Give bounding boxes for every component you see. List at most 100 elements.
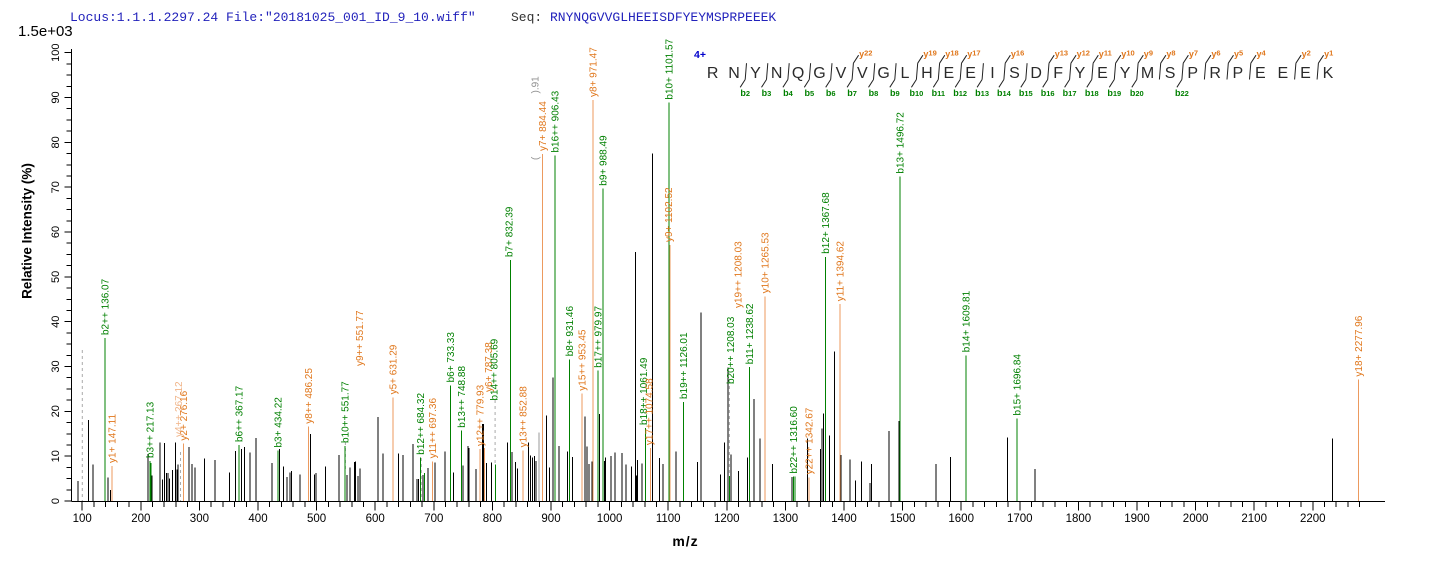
svg-text:b2: b2	[740, 88, 750, 98]
svg-text:b9: b9	[890, 88, 900, 98]
svg-text:y8: y8	[1166, 49, 1175, 60]
svg-text:1900: 1900	[1124, 513, 1150, 525]
svg-text:RNYNQGVVGLHEEISDFYEYMSPRPEEEK: RNYNQGVVGLHEEISDFYEYMSPRPEEEK	[550, 10, 776, 25]
svg-text:100: 100	[73, 513, 92, 525]
svg-text:y17: y17	[967, 49, 980, 60]
svg-text:200: 200	[131, 513, 150, 525]
svg-text:b6: b6	[826, 88, 836, 98]
svg-text:b13++ 748.88: b13++ 748.88	[457, 366, 468, 428]
svg-text:1100: 1100	[656, 513, 681, 525]
svg-text:b18++ 1061.49: b18++ 1061.49	[639, 357, 650, 425]
svg-text:b6++ 367.17: b6++ 367.17	[235, 385, 246, 442]
svg-text:b20: b20	[1130, 88, 1144, 98]
svg-text:y18: y18	[945, 49, 958, 60]
svg-text:1500: 1500	[890, 513, 916, 525]
svg-text:y12++ 779.93: y12++ 779.93	[476, 384, 487, 446]
svg-text:b14: b14	[997, 88, 1012, 98]
svg-text:y17++ 1074.58: y17++ 1074.58	[645, 378, 656, 445]
svg-text:600: 600	[366, 513, 385, 525]
svg-text:60: 60	[50, 226, 62, 238]
svg-text:b15: b15	[1019, 88, 1033, 98]
svg-text:90: 90	[50, 91, 62, 103]
svg-text:y11+ 1394.62: y11+ 1394.62	[835, 241, 846, 302]
svg-text:80: 80	[50, 136, 62, 148]
svg-text:0: 0	[50, 498, 62, 504]
svg-text:y11: y11	[1099, 49, 1112, 60]
svg-text:b10: b10	[909, 88, 923, 98]
svg-text:y2: y2	[1302, 49, 1311, 60]
svg-text:b19: b19	[1107, 88, 1121, 98]
svg-text:40: 40	[50, 316, 62, 328]
svg-text:700: 700	[424, 513, 443, 525]
svg-text:b17: b17	[1063, 88, 1077, 98]
svg-text:b10+ 1101.57: b10+ 1101.57	[664, 38, 675, 99]
svg-text:800: 800	[483, 513, 502, 525]
svg-text:b11+ 1238.62: b11+ 1238.62	[745, 303, 756, 364]
svg-text:y16: y16	[1011, 49, 1024, 60]
svg-text:900: 900	[541, 513, 560, 525]
svg-text:y6: y6	[1211, 49, 1220, 60]
svg-text:y5: y5	[1234, 49, 1243, 60]
svg-text:b19++ 1126.01: b19++ 1126.01	[679, 332, 690, 399]
svg-text:).91: ).91	[530, 76, 541, 94]
svg-text:y9: y9	[1144, 49, 1153, 60]
svg-text:b16++ 906.43: b16++ 906.43	[550, 90, 561, 152]
svg-text:b16: b16	[1041, 88, 1055, 98]
svg-text:20: 20	[50, 405, 62, 417]
svg-text:1700: 1700	[1007, 513, 1033, 525]
svg-text:b3: b3	[762, 88, 772, 98]
svg-text:1800: 1800	[1066, 513, 1092, 525]
svg-text:500: 500	[307, 513, 326, 525]
svg-text:y10+ 1265.53: y10+ 1265.53	[761, 232, 772, 293]
svg-text:y8+ 971.47: y8+ 971.47	[588, 47, 599, 97]
svg-text:b14++ 805.69: b14++ 805.69	[490, 338, 501, 400]
svg-text:b17++ 979.97: b17++ 979.97	[593, 306, 604, 368]
svg-text:y9++ 551.77: y9++ 551.77	[355, 310, 366, 366]
svg-text:1600: 1600	[948, 513, 974, 525]
svg-text:Locus:1.1.1.2297.24 File:"2018: Locus:1.1.1.2297.24 File:"20181025_001_I…	[70, 10, 476, 25]
svg-text:y4: y4	[1257, 49, 1267, 60]
svg-text:b12: b12	[953, 88, 967, 98]
svg-text:b5: b5	[804, 88, 814, 98]
svg-text:m/z: m/z	[672, 533, 698, 549]
svg-text:30: 30	[50, 360, 62, 372]
svg-text:b22++ 1316.60: b22++ 1316.60	[789, 406, 800, 474]
svg-text:b11: b11	[932, 88, 945, 98]
svg-text:y7+ 884.44: y7+ 884.44	[538, 101, 549, 151]
svg-text:1200: 1200	[714, 513, 740, 525]
svg-text:y11++ 697.36: y11++ 697.36	[428, 398, 439, 459]
svg-text:b3++ 217.13: b3++ 217.13	[145, 401, 156, 458]
svg-text:y7: y7	[1189, 49, 1198, 60]
svg-text:1000: 1000	[597, 513, 623, 525]
svg-text:b8: b8	[869, 88, 879, 98]
svg-text:b7: b7	[847, 88, 857, 98]
svg-text:y18+ 2277.96: y18+ 2277.96	[1354, 315, 1365, 376]
svg-text:(: (	[530, 156, 541, 160]
svg-text:y2+ 276.16: y2+ 276.16	[179, 390, 190, 440]
svg-text:y5+ 631.29: y5+ 631.29	[388, 344, 399, 394]
svg-text:Relative Intensity (%): Relative Intensity (%)	[20, 163, 35, 299]
svg-text:y19: y19	[923, 49, 936, 60]
svg-text:b22: b22	[1175, 88, 1189, 98]
svg-text:b18: b18	[1085, 88, 1099, 98]
svg-text:100: 100	[50, 44, 62, 62]
svg-text:1400: 1400	[831, 513, 857, 525]
svg-text:b15+ 1696.84: b15+ 1696.84	[1012, 354, 1023, 416]
svg-text:y10: y10	[1121, 49, 1134, 60]
svg-text:y19++ 1208.03: y19++ 1208.03	[733, 241, 744, 308]
svg-text:2200: 2200	[1300, 513, 1326, 525]
svg-text:b6+ 733.33: b6+ 733.33	[446, 332, 457, 383]
svg-text:2000: 2000	[1183, 513, 1209, 525]
svg-text:y6+ 787.38: y6+ 787.38	[484, 342, 495, 392]
svg-text:RNYNQGVVGLHEEISDFYEYMSPRPEEEK: RNYNQGVVGLHEEISDFYEYMSPRPEEEK	[707, 65, 1334, 82]
svg-text:y22++ 1342.67: y22++ 1342.67	[805, 407, 816, 474]
svg-text:1300: 1300	[773, 513, 799, 525]
svg-text:Seq:: Seq:	[511, 10, 542, 25]
svg-text:b9+ 988.49: b9+ 988.49	[598, 135, 609, 186]
svg-text:4+: 4+	[694, 49, 706, 61]
svg-text:y9+ 1102.52: y9+ 1102.52	[664, 187, 675, 242]
svg-text:y15++ 953.45: y15++ 953.45	[577, 329, 588, 391]
svg-text:b4: b4	[783, 88, 794, 98]
svg-text:y1+ 147.11: y1+ 147.11	[108, 414, 119, 463]
svg-text:b3+ 434.22: b3+ 434.22	[274, 397, 285, 448]
